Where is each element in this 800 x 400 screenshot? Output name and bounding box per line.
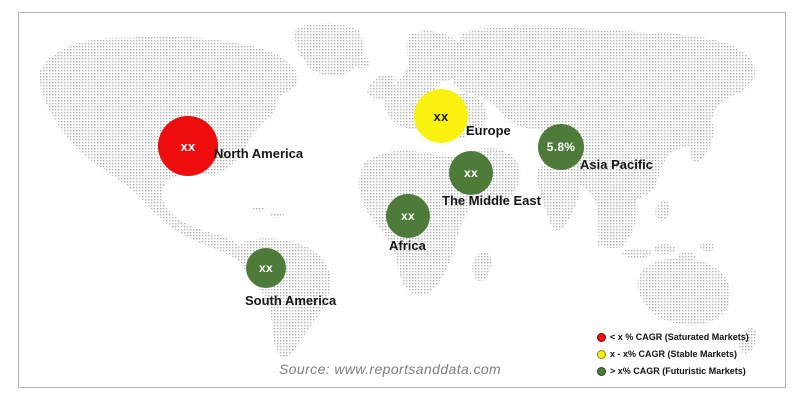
asia-pacific-value: 5.8% <box>546 140 576 154</box>
legend-label-saturated: < x % CAGR (Saturated Markets) <box>610 332 749 342</box>
asia-pacific-bubble: 5.8% <box>538 124 584 170</box>
south-america-bubble: xx <box>246 248 286 288</box>
asia-pacific-label: Asia Pacific <box>580 157 653 172</box>
north-america-value: xx <box>180 138 196 154</box>
stable-markets-dot-icon <box>597 349 606 359</box>
legend-label-stable: x - x% CAGR (Stable Markets) <box>610 349 738 359</box>
south-america-value: xx <box>259 261 273 275</box>
legend-item-stable: x - x% CAGR (Stable Markets) <box>597 348 749 360</box>
north-america-bubble: xx <box>158 116 218 176</box>
futuristic-markets-dot-icon <box>597 366 606 376</box>
saturated-markets-dot-icon <box>597 332 606 342</box>
continents <box>39 23 758 358</box>
europe-value: xx <box>433 108 449 124</box>
middle-east-label: The Middle East <box>442 193 541 208</box>
africa-bubble: xx <box>386 194 430 238</box>
legend: < x % CAGR (Saturated Markets) x - x% CA… <box>597 331 749 382</box>
europe-label: Europe <box>466 123 511 138</box>
middle-east-bubble: xx <box>449 151 493 195</box>
africa-value: xx <box>401 209 415 223</box>
north-america-label: North America <box>214 146 304 161</box>
legend-item-saturated: < x % CAGR (Saturated Markets) <box>597 331 749 343</box>
europe-bubble: xx <box>414 89 468 143</box>
south-america-label: South America <box>245 293 337 308</box>
legend-label-futuristic: > x% CAGR (Futuristic Markets) <box>610 366 746 376</box>
source-text: Source: www.reportsanddata.com <box>279 361 502 377</box>
legend-item-futuristic: > x% CAGR (Futuristic Markets) <box>597 365 749 377</box>
africa-label: Africa <box>389 238 426 253</box>
middle-east-value: xx <box>464 166 478 180</box>
